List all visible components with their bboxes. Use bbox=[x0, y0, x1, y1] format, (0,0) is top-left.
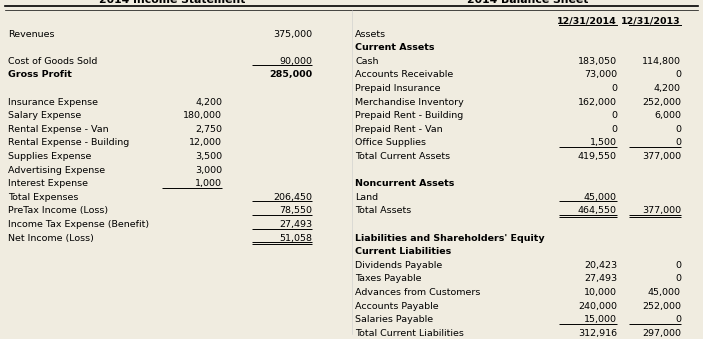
Text: 10,000: 10,000 bbox=[584, 288, 617, 297]
Text: 12,000: 12,000 bbox=[189, 138, 222, 147]
Text: 0: 0 bbox=[675, 274, 681, 283]
Text: 2014 Balance Sheet: 2014 Balance Sheet bbox=[467, 0, 588, 5]
Text: Total Expenses: Total Expenses bbox=[8, 193, 78, 202]
Text: 45,000: 45,000 bbox=[648, 288, 681, 297]
Text: Current Liabilities: Current Liabilities bbox=[355, 247, 451, 256]
Text: 3,000: 3,000 bbox=[195, 165, 222, 175]
Text: 0: 0 bbox=[611, 84, 617, 93]
Text: Taxes Payable: Taxes Payable bbox=[355, 274, 422, 283]
Text: Salaries Payable: Salaries Payable bbox=[355, 315, 433, 324]
Text: 20,423: 20,423 bbox=[584, 261, 617, 270]
Text: Land: Land bbox=[355, 193, 378, 202]
Text: Prepaid Insurance: Prepaid Insurance bbox=[355, 84, 441, 93]
Text: 377,000: 377,000 bbox=[642, 152, 681, 161]
Text: 51,058: 51,058 bbox=[279, 234, 312, 243]
Text: Liabilities and Shareholders' Equity: Liabilities and Shareholders' Equity bbox=[355, 234, 545, 243]
Text: 180,000: 180,000 bbox=[183, 111, 222, 120]
Text: Supplies Expense: Supplies Expense bbox=[8, 152, 91, 161]
Text: Merchandise Inventory: Merchandise Inventory bbox=[355, 98, 464, 106]
Text: 114,800: 114,800 bbox=[642, 57, 681, 66]
Text: Total Assets: Total Assets bbox=[355, 206, 411, 215]
Text: 90,000: 90,000 bbox=[279, 57, 312, 66]
Text: 2,750: 2,750 bbox=[195, 125, 222, 134]
Text: Advertising Expense: Advertising Expense bbox=[8, 165, 105, 175]
Text: 297,000: 297,000 bbox=[642, 329, 681, 338]
Text: Office Supplies: Office Supplies bbox=[355, 138, 426, 147]
Text: 419,550: 419,550 bbox=[578, 152, 617, 161]
Text: 6,000: 6,000 bbox=[654, 111, 681, 120]
Text: Noncurrent Assets: Noncurrent Assets bbox=[355, 179, 454, 188]
Text: 285,000: 285,000 bbox=[269, 71, 312, 79]
Text: PreTax Income (Loss): PreTax Income (Loss) bbox=[8, 206, 108, 215]
Text: Rental Expense - Van: Rental Expense - Van bbox=[8, 125, 109, 134]
Text: 206,450: 206,450 bbox=[273, 193, 312, 202]
Text: 27,493: 27,493 bbox=[279, 220, 312, 229]
Text: 375,000: 375,000 bbox=[273, 29, 312, 39]
Text: Cash: Cash bbox=[355, 57, 378, 66]
Text: 0: 0 bbox=[675, 315, 681, 324]
Text: 1,000: 1,000 bbox=[195, 179, 222, 188]
Text: 183,050: 183,050 bbox=[578, 57, 617, 66]
Text: 240,000: 240,000 bbox=[578, 302, 617, 311]
Text: 0: 0 bbox=[675, 261, 681, 270]
Text: 4,200: 4,200 bbox=[654, 84, 681, 93]
Text: Gross Profit: Gross Profit bbox=[8, 71, 72, 79]
Text: Rental Expense - Building: Rental Expense - Building bbox=[8, 138, 129, 147]
Text: 73,000: 73,000 bbox=[584, 71, 617, 79]
Text: Salary Expense: Salary Expense bbox=[8, 111, 82, 120]
Text: Total Current Assets: Total Current Assets bbox=[355, 152, 450, 161]
Text: 0: 0 bbox=[675, 125, 681, 134]
Text: Dividends Payable: Dividends Payable bbox=[355, 261, 442, 270]
Text: 162,000: 162,000 bbox=[578, 98, 617, 106]
Text: 15,000: 15,000 bbox=[584, 315, 617, 324]
Text: Assets: Assets bbox=[355, 29, 386, 39]
Text: 377,000: 377,000 bbox=[642, 206, 681, 215]
Text: 12/31/2014: 12/31/2014 bbox=[557, 16, 617, 25]
Text: 27,493: 27,493 bbox=[584, 274, 617, 283]
Text: Accounts Payable: Accounts Payable bbox=[355, 302, 439, 311]
Text: Prepaid Rent - Van: Prepaid Rent - Van bbox=[355, 125, 443, 134]
Text: Total Current Liabilities: Total Current Liabilities bbox=[355, 329, 464, 338]
Text: 0: 0 bbox=[675, 138, 681, 147]
Text: 464,550: 464,550 bbox=[578, 206, 617, 215]
Text: 3,500: 3,500 bbox=[195, 152, 222, 161]
Text: 312,916: 312,916 bbox=[578, 329, 617, 338]
Text: 252,000: 252,000 bbox=[642, 302, 681, 311]
Text: 1,500: 1,500 bbox=[590, 138, 617, 147]
Text: Current Assets: Current Assets bbox=[355, 43, 434, 52]
Text: Insurance Expense: Insurance Expense bbox=[8, 98, 98, 106]
Text: Accounts Receivable: Accounts Receivable bbox=[355, 71, 453, 79]
Text: 12/31/2013: 12/31/2013 bbox=[621, 16, 681, 25]
Text: 45,000: 45,000 bbox=[584, 193, 617, 202]
Text: Advances from Customers: Advances from Customers bbox=[355, 288, 480, 297]
Text: 78,550: 78,550 bbox=[279, 206, 312, 215]
Text: Cost of Goods Sold: Cost of Goods Sold bbox=[8, 57, 98, 66]
Text: 0: 0 bbox=[675, 71, 681, 79]
Text: 2014 Income Statement: 2014 Income Statement bbox=[99, 0, 245, 5]
Text: 252,000: 252,000 bbox=[642, 98, 681, 106]
Text: Prepaid Rent - Building: Prepaid Rent - Building bbox=[355, 111, 463, 120]
Text: Interest Expense: Interest Expense bbox=[8, 179, 88, 188]
Text: 0: 0 bbox=[611, 125, 617, 134]
Text: Income Tax Expense (Benefit): Income Tax Expense (Benefit) bbox=[8, 220, 149, 229]
Text: 4,200: 4,200 bbox=[195, 98, 222, 106]
Text: Net Income (Loss): Net Income (Loss) bbox=[8, 234, 94, 243]
Text: Revenues: Revenues bbox=[8, 29, 55, 39]
Text: 0: 0 bbox=[611, 111, 617, 120]
